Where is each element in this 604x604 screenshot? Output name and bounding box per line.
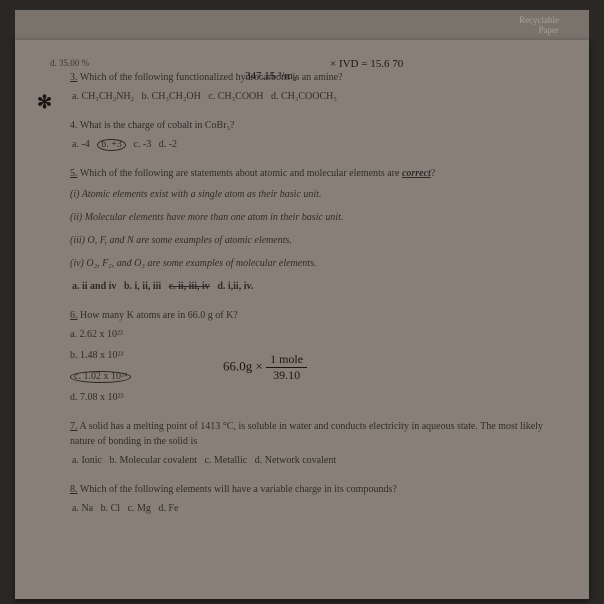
q5-opt-d: d. i,ii, iv.	[217, 281, 253, 292]
q5-opt-b: b. i, ii, iii	[124, 281, 161, 292]
q7-opt-a: a. Ionic	[72, 455, 102, 466]
q5-text: Which of the following are statements ab…	[80, 168, 400, 179]
q4-opt-b: b. +3	[97, 139, 126, 151]
question-5: 5. Which of the following are statements…	[70, 166, 559, 294]
q4-opt-c: c. -3	[133, 139, 151, 150]
q4-text: What is the charge of cobalt in CoBr₃?	[80, 120, 235, 131]
q7-num: 7.	[70, 421, 78, 432]
q4-opt-d: d. -2	[159, 139, 177, 150]
hw-frac-num: 1 mole	[266, 352, 307, 368]
q8-num: 8.	[70, 484, 78, 495]
q3-text: Which of the following functionalized hy…	[80, 72, 343, 83]
q6-opt-c: c. 1.02 x 10²⁴	[70, 371, 131, 383]
q6-num: 6.	[70, 310, 78, 321]
q5-stmt-ii: (ii) Molecular elements have more than o…	[70, 210, 559, 225]
q3-opt-c: c. CH₃COOH	[208, 91, 263, 102]
asterisk-mark: ✻	[37, 92, 52, 113]
recyclable-label: Recyclable	[519, 15, 559, 25]
paper-label: Paper	[539, 25, 560, 35]
q6-text: How many K atoms are in 66.0 g of K?	[80, 310, 238, 321]
question-3: 3. Which of the following functionalized…	[70, 70, 559, 104]
q5-opt-c: c. ii, iii, iv	[169, 281, 210, 292]
q5-correct: correct	[402, 168, 431, 179]
q8-text: Which of the following elements will hav…	[80, 484, 397, 495]
handwriting-top: 347.15 ³/m₂	[245, 70, 297, 82]
q5-qmark: ?	[431, 168, 435, 179]
q7-opt-c: c. Metallic	[204, 455, 247, 466]
q3-opt-a: a. CH₃CH₂NH₂	[72, 91, 134, 102]
q7-text: A solid has a melting point of 1413 °C, …	[70, 421, 543, 447]
q7-opt-b: b. Molecular covalent	[110, 455, 197, 466]
q6-opt-b: b. 1.48 x 10²³	[70, 348, 559, 363]
q6-opt-d: d. 7.08 x 10²³	[70, 390, 559, 405]
question-6: 6. How many K atoms are in 66.0 g of K? …	[70, 308, 559, 405]
q3-opt-b: b. CH₃CH₂OH	[142, 91, 201, 102]
q8-opt-b: b. Cl	[101, 503, 120, 514]
q6-opt-a: a. 2.62 x 10²³	[70, 327, 559, 342]
q4-opt-a: a. -4	[72, 139, 90, 150]
q7-opt-d: d. Network covalent	[255, 455, 336, 466]
q5-stmt-iv: (iv) O₂, F₂, and O₃ are some examples of…	[70, 256, 559, 271]
question-8: 8. Which of the following elements will …	[70, 482, 559, 516]
q8-opt-a: a. Na	[72, 503, 93, 514]
cutoff-option: d. 35.00 %	[50, 58, 559, 68]
hw-frac-den: 39.10	[266, 368, 307, 383]
q5-opt-a: a. ii and iv	[72, 281, 116, 292]
q3-num: 3.	[70, 72, 78, 83]
handwriting-top2: × IVD = 15.6 70	[330, 58, 403, 70]
worksheet-page: ✻ d. 35.00 % 347.15 ³/m₂ × IVD = 15.6 70…	[15, 40, 589, 599]
page-header: Recyclable Paper	[15, 10, 589, 40]
q8-opt-d: d. Fe	[158, 503, 178, 514]
question-7: 7. A solid has a melting point of 1413 °…	[70, 419, 559, 468]
question-4: 4. What is the charge of cobalt in CoBr₃…	[70, 118, 559, 152]
q8-opt-c: c. Mg	[128, 503, 151, 514]
handwriting-calc: 66.0g × 1 mole 39.10	[223, 352, 307, 383]
q3-opt-d: d. CH₃COOCH₃	[271, 91, 337, 102]
q4-num: 4.	[70, 120, 78, 131]
q5-stmt-i: (i) Atomic elements exist with a single …	[70, 187, 559, 202]
q5-num: 5.	[70, 168, 78, 179]
q5-stmt-iii: (iii) O, F, and N are some examples of a…	[70, 233, 559, 248]
